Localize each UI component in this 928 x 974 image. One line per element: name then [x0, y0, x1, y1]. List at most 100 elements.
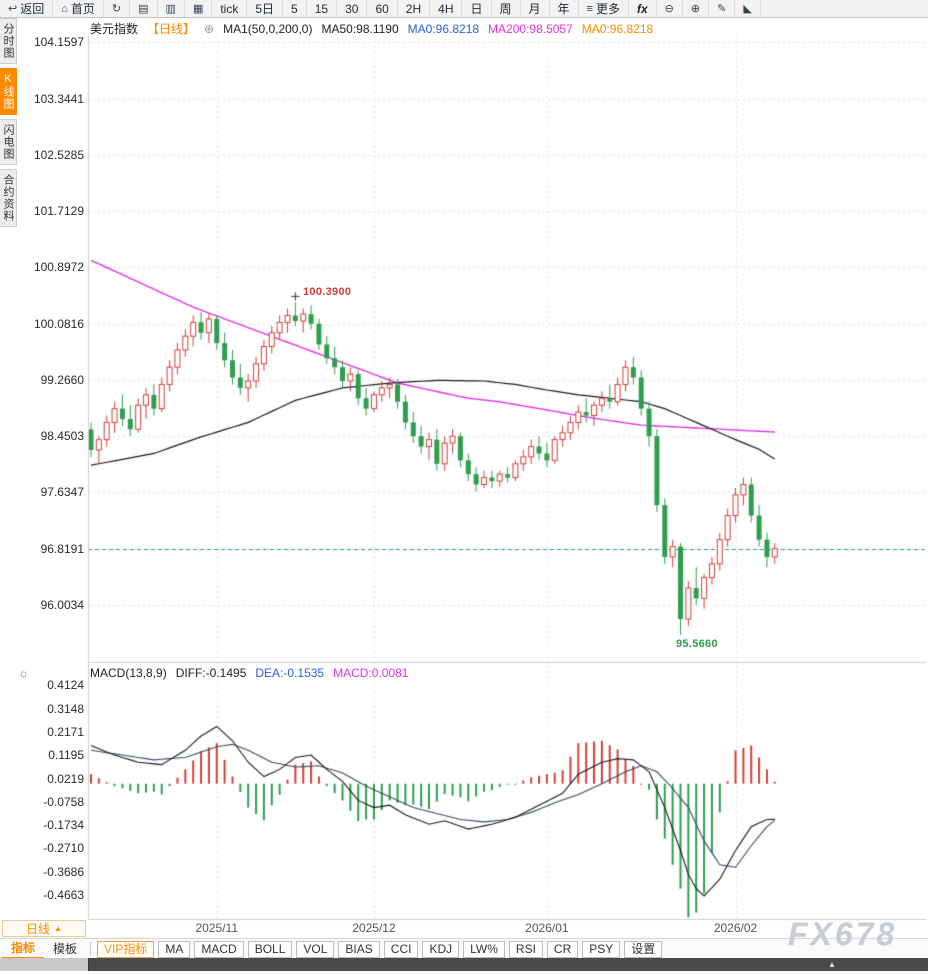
period-selector-label: 日线 [26, 921, 51, 936]
chart-header: 美元指数 【日线】 ⊕ MA1(50,0,200,0) MA50:98.1190 M… [90, 20, 653, 37]
macd-axis-label: -0.1734 [43, 818, 84, 833]
horizontal-scrollbar[interactable]: ▲ [0, 958, 928, 971]
indicator-button-VOL[interactable]: VOL [296, 940, 335, 958]
toolbar-m5-label: 5 [291, 1, 298, 16]
macd-title[interactable]: MACD(13,8,9) [90, 666, 167, 680]
toolbar-year-label: 年 [557, 1, 570, 16]
toolbar-5d-button[interactable]: 5日 [247, 0, 284, 17]
period-tag[interactable]: 【日线】 [147, 22, 196, 36]
toolbar-tick-button[interactable]: tick [212, 0, 248, 17]
toolbar-m30-button[interactable]: 30 [337, 0, 368, 17]
time-axis-label: 2025/12 [352, 921, 396, 935]
macd-axis-label: -0.0758 [43, 794, 84, 809]
toolbar-refresh-button[interactable]: ↻ [104, 0, 131, 17]
back-icon: ↩ [8, 2, 18, 15]
price-axis-label: 102.5285 [33, 147, 84, 162]
ma50-value: MA50:98.1190 [321, 21, 399, 36]
price-axis-label: 104.1597 [33, 35, 84, 50]
toolbar-week-label: 周 [499, 1, 512, 16]
ma200-value: MA200:98.5057 [488, 21, 573, 36]
toolbar-more-button[interactable]: ≡ 更多 [579, 0, 629, 17]
macd-macd-value: MACD:0.0081 [333, 666, 409, 680]
sidebar-item-contract-info[interactable]: 合约资料 [0, 169, 17, 227]
indicator-button-PSY[interactable]: PSY [582, 940, 621, 958]
left-sidebar: 分时图 K线图闪电图合约资料 [0, 18, 17, 227]
toolbar-m15-button[interactable]: 15 [307, 0, 338, 17]
indicator-button-MACD[interactable]: MACD [194, 940, 244, 958]
price-axis-label: 97.6347 [40, 485, 84, 500]
ma0-blue-value: MA0:96.8218 [407, 21, 480, 36]
macd-header: MACD(13,8,9) DIFF:-0.1495 DEA:-0.1535 MA… [90, 666, 408, 680]
macd-axis-label: -0.2710 [43, 841, 84, 856]
indicator-button-CCI[interactable]: CCI [383, 940, 419, 958]
toolbar-day-button[interactable]: 日 [462, 0, 492, 17]
toolbar-m60-button[interactable]: 60 [367, 0, 398, 17]
toolbar-tick-label: tick [220, 1, 239, 16]
toolbar-zoom-out-button[interactable]: ⊖ [657, 0, 683, 17]
indicator-button-VIP指标[interactable]: VIP指标 [97, 940, 155, 958]
toolbar-h4-button[interactable]: 4H [430, 0, 463, 17]
scrollbar-handle-icon: ▲ [828, 960, 836, 969]
refresh-icon: ↻ [111, 2, 122, 15]
toolbar-measure-button[interactable]: ◣ [735, 0, 761, 17]
chart-candle-icon: ▥ [165, 2, 176, 15]
ma-settings-label[interactable]: MA1(50,0,200,0) [223, 21, 313, 36]
bottom-tabbar: 指标 模板 VIP指标 MA MACD BOLL VOL BIAS CCI KDJ LW% RSI CR… [0, 938, 928, 959]
toolbar-m5-button[interactable]: 5 [283, 0, 307, 17]
price-axis-label: 100.8972 [33, 260, 84, 275]
toolbar-5d-label: 5日 [255, 1, 275, 16]
scrollbar-thumb[interactable] [88, 958, 928, 971]
toolbar-chart-candle-button[interactable]: ▥ [158, 0, 185, 17]
toolbar-month-button[interactable]: 月 [521, 0, 550, 17]
macd-axis-label: 0.2171 [47, 724, 84, 739]
macd-axis-label: 0.4124 [47, 678, 84, 693]
indicator-button-LW%[interactable]: LW% [463, 940, 505, 958]
toolbar-zoom-in-button[interactable]: ⊕ [683, 0, 710, 17]
toolbar-chart-area-button[interactable]: ▤ [130, 0, 158, 17]
toolbar-h2-button[interactable]: 2H [398, 0, 431, 17]
indicator-button-CR[interactable]: CR [546, 940, 579, 958]
toolbar-home-button[interactable]: ⌂ 首页 [53, 0, 104, 17]
bottom-tab-模板[interactable]: 模板 [53, 942, 78, 956]
price-axis-label: 99.2660 [40, 372, 84, 387]
macd-axis-label: 0.1195 [48, 748, 84, 763]
high-price-annotation: 100.3900 [303, 286, 352, 298]
macd-axis-label: 0.3148 [47, 701, 84, 716]
indicator-button-BOLL[interactable]: BOLL [247, 940, 293, 958]
toolbar-home-label: 首页 [70, 1, 95, 16]
toolbar-fx-label: fx [636, 1, 648, 16]
price-axis-label: 100.0816 [33, 316, 84, 331]
toolbar-draw-button[interactable]: ✎ [709, 0, 736, 17]
indicator-settings-icon[interactable]: ☼ [18, 666, 29, 680]
bottom-tab-指标[interactable]: 指标 [2, 939, 45, 959]
chart-volume-icon: ▦ [192, 2, 204, 15]
toolbar-chart-volume-button[interactable]: ▦ [185, 0, 213, 17]
indicator-button-MA[interactable]: MA [158, 940, 191, 958]
toolbar-m30-label: 30 [345, 1, 359, 16]
period-selector[interactable]: 日线 ▲ [2, 920, 86, 937]
toolbar-fx-button[interactable]: fx [629, 0, 657, 17]
sidebar-item-flash-chart[interactable]: 闪电图 [0, 119, 17, 165]
indicator-button-KDJ[interactable]: KDJ [422, 940, 460, 958]
toolbar-year-button[interactable]: 年 [550, 0, 579, 17]
toolbar-back-label: 返回 [20, 1, 45, 16]
zoom-in-icon: ⊕ [690, 2, 701, 15]
indicator-button-设置[interactable]: 设置 [624, 940, 663, 958]
toolbar-week-button[interactable]: 周 [492, 0, 521, 17]
ruler-icon: ◣ [743, 2, 752, 15]
symbol-title: 美元指数 [90, 22, 139, 36]
collapse-arrow-icon: ▲ [54, 923, 62, 933]
sidebar-item-kline-chart[interactable]: K线图 [0, 68, 17, 115]
sidebar-item-time-chart[interactable]: 分时图 [0, 18, 17, 64]
indicator-button-RSI[interactable]: RSI [508, 940, 543, 958]
toolbar-back-button[interactable]: ↩ 返回 [0, 0, 54, 17]
toolbar-more-label: 更多 [595, 1, 620, 16]
expand-icon[interactable]: ⊕ [204, 21, 215, 36]
price-axis-label: 103.3441 [33, 91, 84, 106]
time-axis-label: 2026/01 [525, 921, 569, 935]
more-icon: ≡ [586, 2, 593, 15]
toolbar-day-label: 日 [470, 1, 483, 16]
toolbar-h2-label: 2H [405, 1, 422, 16]
indicator-button-BIAS[interactable]: BIAS [338, 940, 380, 958]
